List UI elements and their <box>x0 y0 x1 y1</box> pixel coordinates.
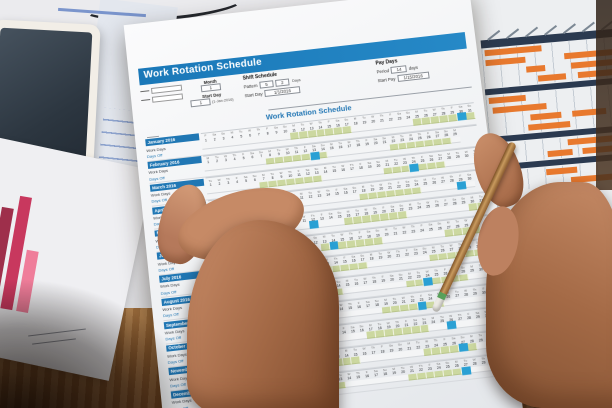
gantt-bar <box>525 64 546 73</box>
start-day-note: (1-Jan-2016) <box>211 97 234 104</box>
period-label: Period <box>376 67 390 75</box>
month-group: Month 1 Start Day 1 (1-Jan-2016) <box>181 76 242 119</box>
marker-day-cell <box>446 321 457 331</box>
marker-day-cell <box>423 277 434 287</box>
pattern-label: Pattern <box>243 82 258 90</box>
off-day-cell <box>450 136 461 145</box>
start-day-value-box: 1 <box>190 97 212 108</box>
corner-shadow <box>0 278 200 408</box>
shift-start-label: Start Day <box>244 91 263 99</box>
date-label-smudge <box>141 99 151 102</box>
left-palm <box>187 220 339 408</box>
pattern-off-box: 2 <box>274 77 290 87</box>
marker-day-cell <box>456 112 467 122</box>
work-day-cell <box>465 112 476 120</box>
pattern-on-box: 5 <box>259 79 274 89</box>
left-hand <box>146 174 341 408</box>
name-label-smudge <box>140 90 150 93</box>
gantt-bar <box>537 73 567 82</box>
name-date-fields <box>140 82 185 123</box>
period-value-box: 14 <box>390 64 408 74</box>
date-field-box <box>151 92 184 103</box>
desk-shadow-right <box>596 0 612 190</box>
period-unit: days <box>408 64 419 71</box>
month-value-box: 1 <box>200 82 222 93</box>
start-pay-label: Start Pay <box>377 76 396 84</box>
marker-day-cell <box>309 151 320 161</box>
marker-day-cell <box>409 163 420 173</box>
days-caption: Days <box>291 78 301 84</box>
marker-day-cell <box>417 301 428 311</box>
right-hand <box>458 126 612 408</box>
start-pay-value-box: 1/15/2016 <box>396 71 430 83</box>
gantt-bar <box>527 121 571 131</box>
